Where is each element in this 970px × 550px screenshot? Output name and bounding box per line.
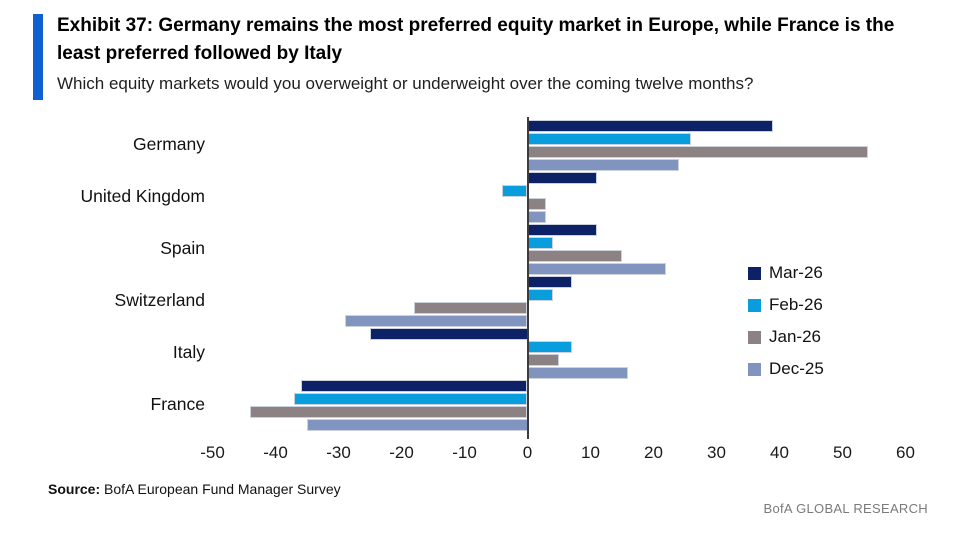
bar-united-kingdom-mar-26 — [527, 172, 597, 184]
bar-spain-mar-26 — [527, 224, 597, 236]
bar-united-kingdom-dec-25 — [527, 211, 547, 223]
bar-france-dec-25 — [307, 419, 528, 431]
legend-label: Dec-25 — [769, 359, 824, 378]
x-tick-label-0: 0 — [522, 443, 533, 462]
x-tick-label--30: -30 — [326, 443, 351, 462]
bar-switzerland-mar-26 — [527, 276, 572, 288]
bar-germany-mar-26 — [527, 120, 774, 132]
legend-label: Jan-26 — [769, 327, 821, 346]
legend-label: Feb-26 — [769, 295, 823, 314]
bar-switzerland-dec-25 — [344, 315, 528, 327]
legend-swatch-icon — [748, 330, 761, 344]
bar-france-jan-26 — [250, 406, 528, 418]
legend-item-dec-25: Dec-25 — [748, 357, 824, 381]
x-tick-label--20: -20 — [389, 443, 414, 462]
bar-germany-jan-26 — [527, 146, 868, 158]
title-accent-bar — [33, 14, 43, 100]
legend: Mar-26 Feb-26 Jan-26 Dec-25 — [748, 261, 824, 381]
bar-spain-dec-25 — [527, 263, 667, 275]
x-tick-label--50: -50 — [200, 443, 225, 462]
legend-item-mar-26: Mar-26 — [748, 261, 824, 285]
exhibit-title: Exhibit 37: Germany remains the most pre… — [57, 15, 895, 64]
x-tick-label-60: 60 — [896, 443, 915, 462]
bar-united-kingdom-feb-26 — [502, 185, 528, 197]
legend-item-jan-26: Jan-26 — [748, 325, 824, 349]
x-tick-label-50: 50 — [833, 443, 852, 462]
legend-label: Mar-26 — [769, 263, 823, 282]
bar-italy-mar-26 — [370, 328, 528, 340]
legend-swatch-icon — [748, 362, 761, 376]
bar-germany-dec-25 — [527, 159, 679, 171]
bar-germany-feb-26 — [527, 133, 692, 145]
source-text: BofA European Fund Manager Survey — [100, 481, 341, 497]
bar-france-feb-26 — [294, 393, 528, 405]
x-tick-label-40: 40 — [770, 443, 789, 462]
bar-italy-feb-26 — [527, 341, 572, 353]
x-tick-label--40: -40 — [263, 443, 288, 462]
category-label-switzerland: Switzerland — [114, 290, 205, 310]
bar-italy-dec-25 — [527, 367, 629, 379]
exhibit-subtitle: Which equity markets would you overweigh… — [57, 74, 754, 93]
source-label: Source: — [48, 481, 101, 497]
x-tick-label-30: 30 — [707, 443, 726, 462]
bar-italy-jan-26 — [527, 354, 559, 366]
category-label-france: France — [150, 394, 205, 414]
category-label-germany: Germany — [133, 134, 205, 154]
category-label-united-kingdom: United Kingdom — [80, 186, 205, 206]
category-label-spain: Spain — [160, 238, 205, 258]
bar-france-mar-26 — [300, 380, 528, 392]
bofa-global-research-branding: BofA GLOBAL RESEARCH — [763, 501, 928, 516]
x-tick-label--10: -10 — [452, 443, 477, 462]
legend-swatch-icon — [748, 298, 761, 312]
bar-spain-jan-26 — [527, 250, 622, 262]
x-tick-label-10: 10 — [581, 443, 600, 462]
bar-united-kingdom-jan-26 — [527, 198, 547, 210]
zero-axis-line — [526, 117, 529, 439]
legend-item-feb-26: Feb-26 — [748, 293, 824, 317]
bar-switzerland-jan-26 — [414, 302, 528, 314]
bar-switzerland-feb-26 — [527, 289, 553, 301]
category-label-italy: Italy — [172, 342, 205, 362]
legend-swatch-icon — [748, 266, 761, 280]
bar-spain-feb-26 — [527, 237, 553, 249]
source-note: Source: BofA European Fund Manager Surve… — [48, 481, 341, 497]
x-tick-label-20: 20 — [644, 443, 663, 462]
